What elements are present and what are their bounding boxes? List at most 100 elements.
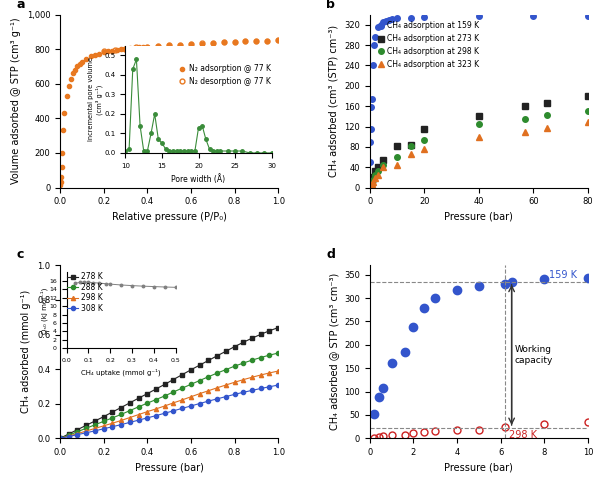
298 K (91, 426, 98, 431)
CH₄ adsorption at 273 K (367, 184, 374, 189)
278 K (214, 353, 221, 359)
CH₄ adsorption at 323 K (584, 119, 592, 125)
308 K (100, 426, 107, 431)
X-axis label: Pressure (bar): Pressure (bar) (445, 212, 514, 222)
CH₄ adsorption at 298 K (367, 184, 374, 189)
CH₄ adsorption at 273 K (475, 113, 482, 119)
CH₄ adsorption at 323 K (394, 162, 401, 168)
N₂ desorption @ 77 K (122, 46, 129, 52)
288 K (83, 425, 90, 431)
N₂ adsorption @ 77 K (76, 61, 83, 67)
298 K (187, 394, 194, 400)
288 K (257, 355, 265, 360)
288 K (56, 435, 64, 441)
298 K (248, 375, 256, 380)
298 K (170, 400, 177, 406)
CH₄ adsorption at 159 K (421, 14, 428, 20)
N₂ desorption @ 77 K (133, 44, 140, 50)
N₂ desorption @ 77 K (155, 43, 162, 49)
Text: d: d (326, 248, 335, 262)
CH₄ adsorption at 298 K (380, 162, 387, 168)
N₂ adsorption @ 77 K (61, 110, 68, 116)
CH₄ adsorption at 273 K (367, 183, 374, 188)
308 K (179, 406, 186, 412)
CH₄ adsorption at 159 K (367, 126, 374, 132)
N₂ adsorption @ 77 K (70, 71, 77, 76)
CH₄ adsorption at 273 K (374, 164, 382, 170)
N₂ adsorption @ 77 K (83, 56, 90, 62)
N₂ adsorption @ 77 K (263, 37, 271, 43)
278 K (179, 372, 186, 377)
CH₄ adsorption at 298 K (368, 180, 376, 186)
CH₄ adsorption at 273 K (368, 177, 376, 183)
308 K (126, 419, 133, 425)
CH₄ adsorption at 273 K (380, 157, 387, 163)
308 K (161, 411, 169, 416)
278 K (83, 422, 90, 428)
278 K (196, 362, 203, 368)
288 K (179, 385, 186, 391)
N₂ adsorption @ 77 K (139, 44, 146, 50)
CH₄ adsorption at 159 K (374, 24, 382, 30)
308 K (152, 412, 160, 418)
308 K (231, 392, 238, 397)
X-axis label: Pressure (bar): Pressure (bar) (134, 463, 203, 472)
288 K (231, 363, 238, 369)
CH₄ adsorption at 323 K (367, 184, 374, 190)
308 K (239, 390, 247, 395)
CH₄ adsorption at 159 K (367, 139, 374, 145)
298 K (100, 423, 107, 429)
298 K (266, 370, 273, 376)
N₂ adsorption @ 77 K (59, 150, 66, 156)
298 K (239, 377, 247, 383)
288 K (222, 367, 229, 373)
288 K (214, 370, 221, 376)
Legend: CH₄ adsorption at 159 K, CH₄ adsorption at 273 K, CH₄ adsorption at 298 K, CH₄ a: CH₄ adsorption at 159 K, CH₄ adsorption … (374, 19, 482, 72)
298 K (196, 391, 203, 396)
298 K (257, 372, 265, 378)
CH₄ adsorption at 159 K (407, 15, 415, 20)
N₂ adsorption @ 77 K (253, 38, 260, 44)
278 K (152, 386, 160, 392)
Line: CH₄ adsorption at 273 K: CH₄ adsorption at 273 K (367, 93, 591, 189)
CH₄ adsorption at 273 K (407, 142, 415, 148)
298 K (205, 388, 212, 393)
CH₄ adsorption at 323 K (380, 164, 387, 170)
278 K (257, 332, 265, 337)
N₂ desorption @ 77 K (176, 41, 184, 47)
N₂ desorption @ 77 K (100, 48, 107, 54)
Text: Working
capacity: Working capacity (515, 345, 553, 365)
CH₄ adsorption at 298 K (374, 169, 382, 174)
N₂ adsorption @ 77 K (143, 44, 151, 50)
N₂ adsorption @ 77 K (242, 38, 249, 44)
298 K (143, 409, 151, 414)
288 K (187, 381, 194, 387)
308 K (170, 408, 177, 414)
Text: 298 K: 298 K (509, 431, 538, 440)
298 K (222, 382, 229, 388)
N₂ adsorption @ 77 K (56, 182, 64, 188)
CH₄ adsorption at 273 K (394, 143, 401, 149)
278 K (56, 435, 64, 441)
Line: 298 K: 298 K (58, 369, 280, 440)
278 K (187, 367, 194, 373)
CH₄ adsorption at 273 K (521, 103, 529, 109)
278 K (135, 395, 142, 401)
N₂ adsorption @ 77 K (198, 41, 205, 47)
CH₄ adsorption at 159 K (388, 16, 395, 21)
308 K (56, 435, 64, 441)
N₂ adsorption @ 77 K (58, 164, 65, 169)
288 K (74, 429, 81, 435)
288 K (91, 422, 98, 428)
CH₄ adsorption at 159 K (377, 22, 385, 28)
308 K (222, 393, 229, 399)
278 K (100, 414, 107, 420)
308 K (266, 384, 273, 390)
278 K (126, 400, 133, 406)
CH₄ adsorption at 323 K (369, 180, 376, 186)
N₂ adsorption @ 77 K (91, 52, 98, 57)
CH₄ adsorption at 273 K (371, 169, 379, 174)
278 K (248, 335, 256, 341)
CH₄ adsorption at 298 K (407, 143, 415, 149)
Legend: 278 K, 288 K, 298 K, 308 K: 278 K, 288 K, 298 K, 308 K (64, 269, 106, 316)
